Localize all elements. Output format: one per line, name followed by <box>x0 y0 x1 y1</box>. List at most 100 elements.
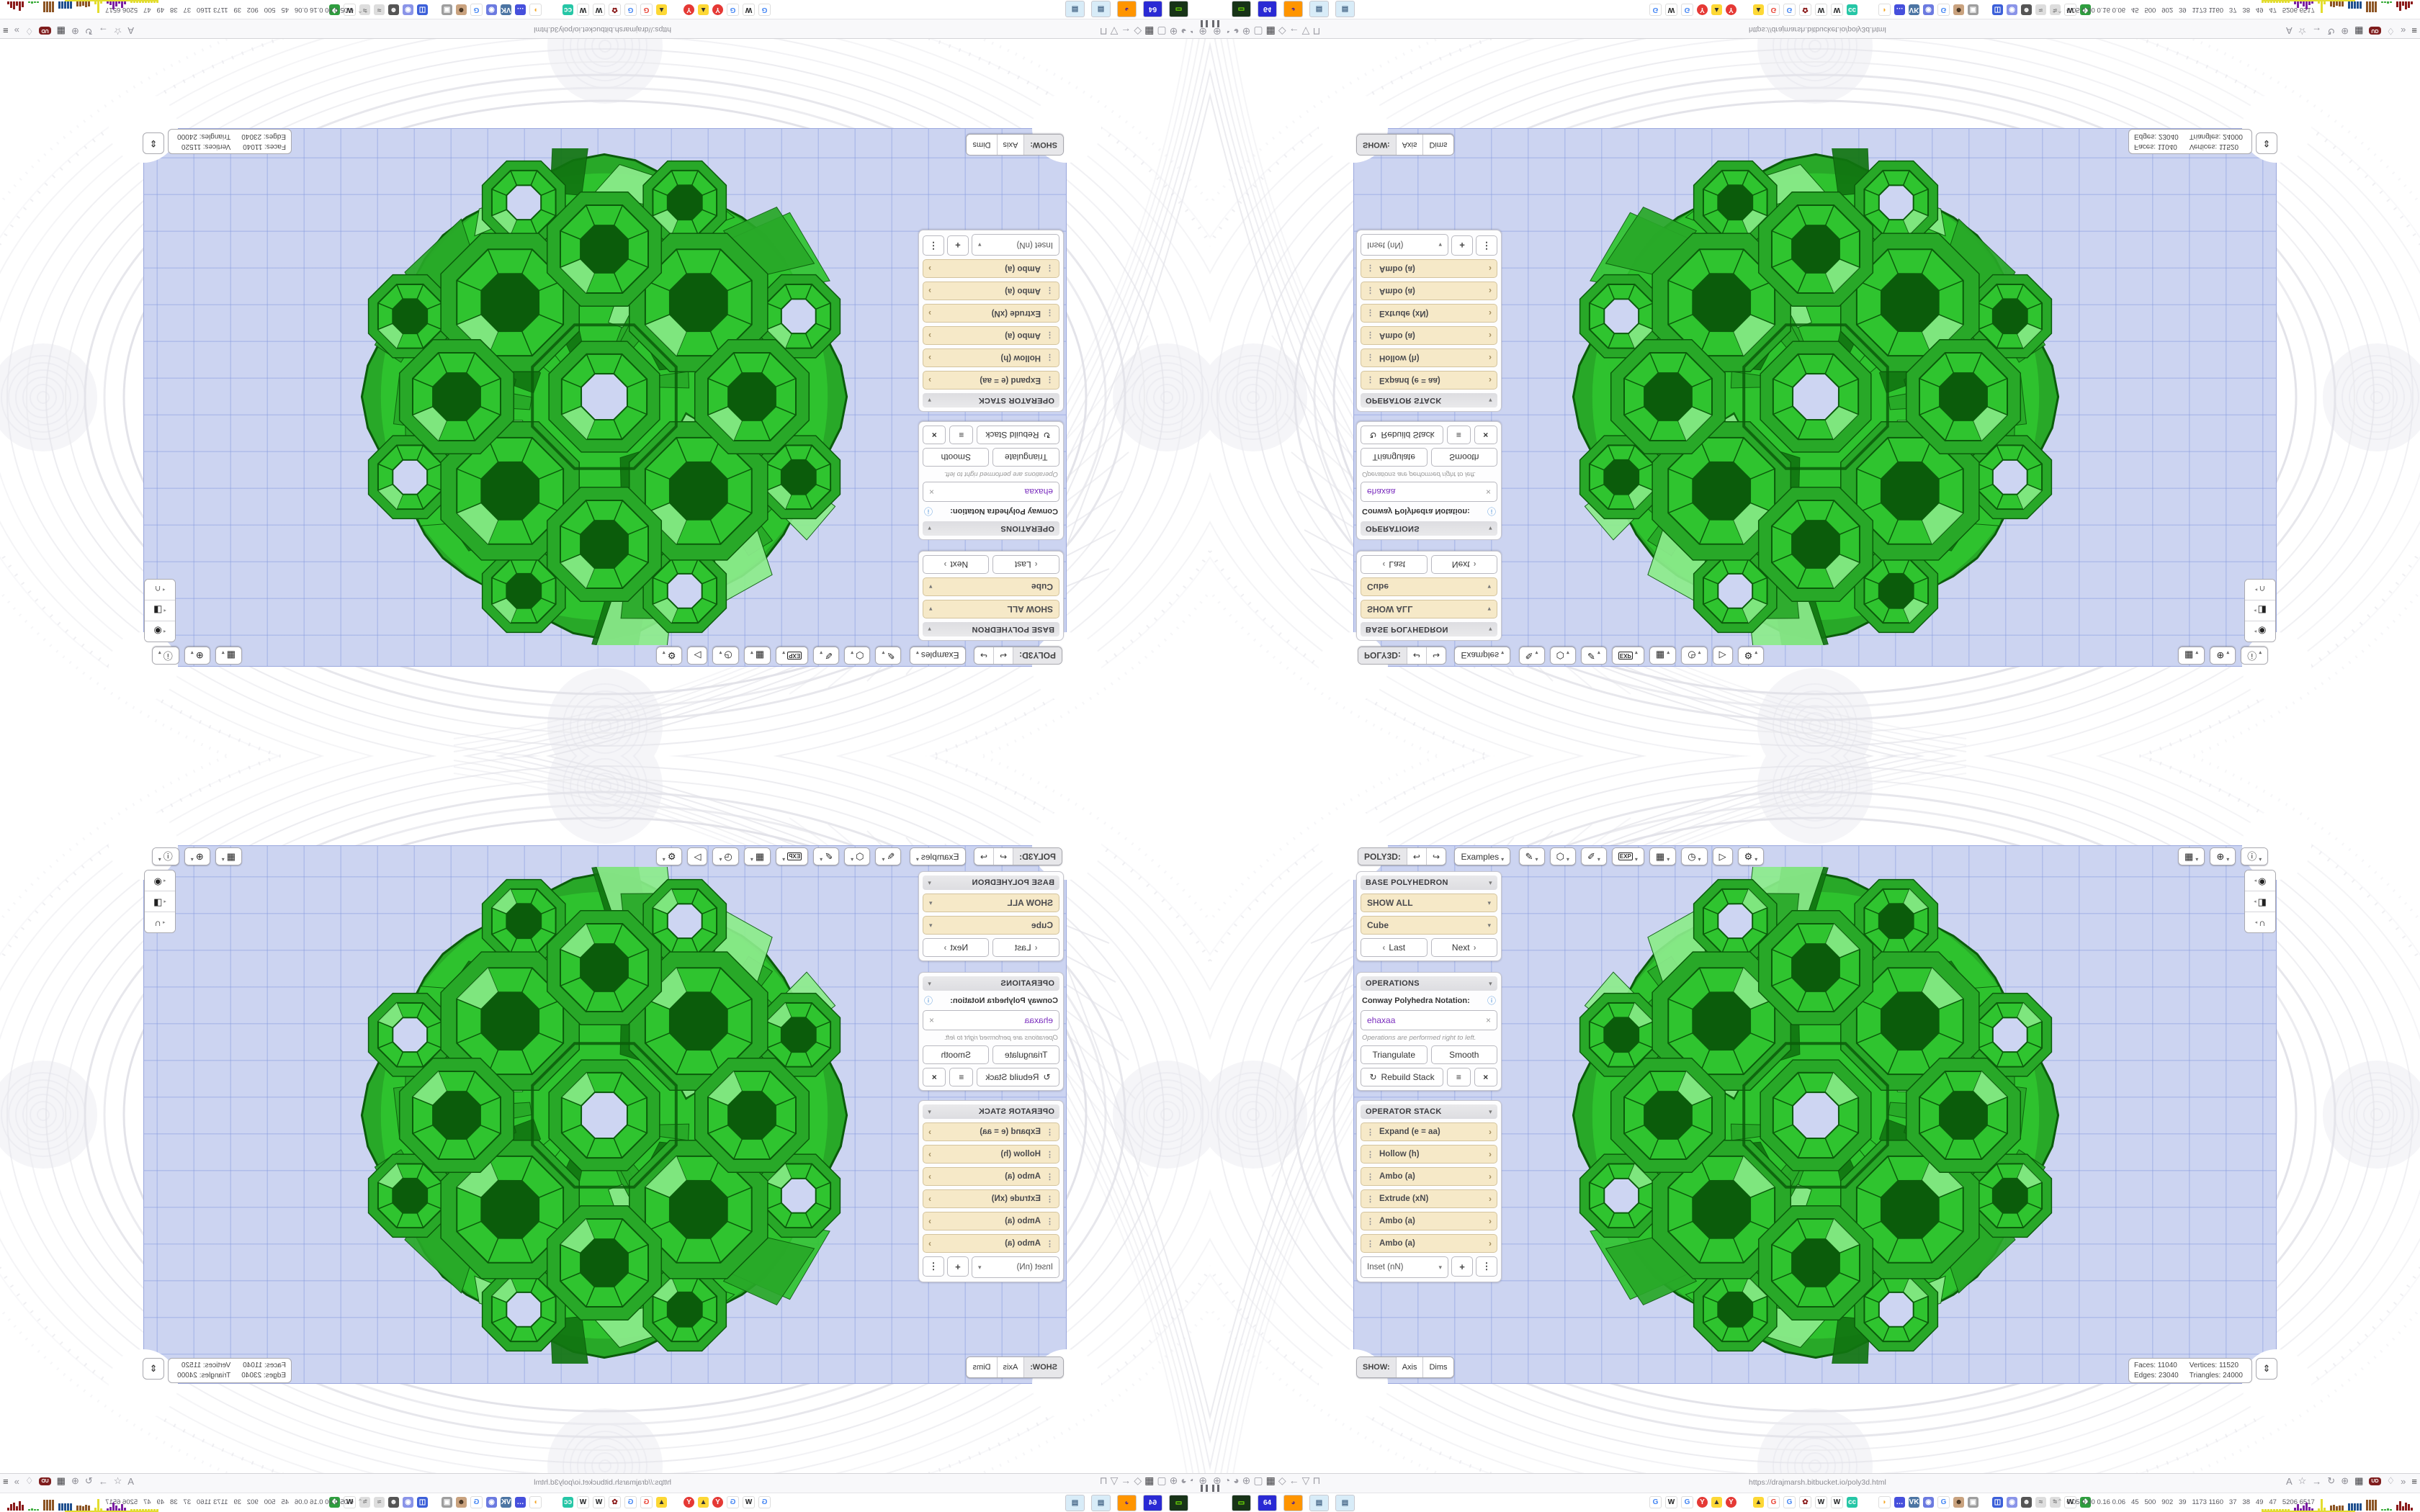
bookmark-favicon[interactable]: Y <box>684 4 694 15</box>
more-chevrons-icon[interactable]: » <box>2401 25 2406 37</box>
bookmark-favicon[interactable]: ≈ <box>2050 1497 2061 1508</box>
show-all-select[interactable]: SHOW ALL ▾ <box>923 600 1059 618</box>
visibility-eye-button[interactable]: ◂ ◉ <box>145 621 175 642</box>
bookmark-favicon[interactable]: ▲ <box>656 4 667 15</box>
bookmark-favicon[interactable]: ◉ <box>2007 1497 2017 1508</box>
notepad-app-icon[interactable]: ▤ <box>1091 1495 1111 1511</box>
globe-icon[interactable]: ⊕ <box>1242 1475 1251 1486</box>
notepad-app-icon[interactable]: ▤ <box>1091 1 1111 17</box>
drive-app-icon[interactable]: ▭ <box>1169 1495 1188 1511</box>
geometry-cube-button[interactable]: ⬡ ▾ <box>844 847 871 865</box>
magnet-snap-button[interactable]: ◂ ∩ <box>145 912 175 932</box>
triangulate-button[interactable]: Triangulate <box>1361 1045 1428 1064</box>
export-button[interactable]: EXP ▾ <box>776 847 809 865</box>
bookmark-favicon[interactable]: ◫ <box>417 1497 428 1508</box>
badge-shield-icon[interactable]: ◇ <box>1278 26 1286 37</box>
bookmark-star-icon[interactable]: ☆ <box>113 1475 122 1486</box>
bookmark-favicon[interactable]: VK <box>1909 4 1919 15</box>
bookmark-favicon[interactable]: ▲ <box>1711 1497 1722 1508</box>
base-shape-select[interactable]: Cube ▾ <box>923 916 1059 935</box>
drag-handle-icon[interactable]: ⋮ <box>1046 1128 1054 1137</box>
show-all-select[interactable]: SHOW ALL ▾ <box>1361 894 1497 912</box>
info-icon[interactable]: ⓘ <box>924 506 933 516</box>
folder-icon[interactable]: ▢ <box>1253 1475 1263 1486</box>
drag-handle-icon[interactable]: ⋮ <box>1366 375 1374 384</box>
drag-handle-icon[interactable]: ⋮ <box>1366 264 1374 273</box>
bookmark-favicon[interactable]: W <box>577 1496 589 1508</box>
operator-stack-item[interactable]: ⋮ Ambo (a) › <box>1361 1234 1497 1253</box>
play-button[interactable]: ▷ <box>1712 647 1733 665</box>
drag-handle-icon[interactable]: ⋮ <box>1046 1194 1054 1204</box>
rebuild-stack-button[interactable]: ↻ Rebuild Stack <box>976 1068 1059 1086</box>
globe-icon[interactable]: ⊕ <box>1242 26 1251 37</box>
bookmark-favicon[interactable]: W <box>1831 1496 1843 1508</box>
bookmark-favicon[interactable]: G <box>1649 1496 1662 1508</box>
clear-icon[interactable]: × <box>929 487 935 497</box>
section-header[interactable]: OPERATIONS ▾ <box>1361 521 1497 536</box>
clear-icon[interactable]: × <box>1485 487 1491 497</box>
base-shape-select[interactable]: Cube ▾ <box>1361 577 1497 596</box>
draw-style-button[interactable]: ✎ ▾ <box>1518 847 1545 865</box>
translate-icon[interactable]: A <box>2285 25 2293 37</box>
smooth-button[interactable]: Smooth <box>1430 448 1497 467</box>
triangulate-button[interactable]: Triangulate <box>1361 448 1428 467</box>
clear-stack-button[interactable]: × <box>1474 426 1497 444</box>
settings-gear-button[interactable]: ⚙ ▾ <box>655 847 683 865</box>
operator-stack-item[interactable]: ⋮ Extrude (xN) › <box>923 304 1059 323</box>
undo-button[interactable]: ↩ <box>994 848 1014 865</box>
reload-icon[interactable]: ↻ <box>84 1475 93 1486</box>
trash-icon[interactable]: ▦ <box>56 26 66 37</box>
rebuild-stack-button[interactable]: ↻ Rebuild Stack <box>1361 426 1444 444</box>
clear-stack-button[interactable]: × <box>1474 1068 1497 1086</box>
bookmark-favicon[interactable]: W <box>577 4 589 16</box>
operator-more-button[interactable]: ⋮ <box>1476 235 1497 256</box>
geometry-cube-button[interactable]: ⬡ ▾ <box>844 647 871 665</box>
bookmark-favicon[interactable]: W <box>593 1496 605 1508</box>
globe-icon[interactable]: ⊕ <box>2341 26 2349 37</box>
firefox-app-icon[interactable]: ◕ <box>1283 1495 1303 1511</box>
thumb-icon[interactable]: ♢ <box>24 1475 34 1486</box>
globe-button[interactable]: ⊕ ▾ <box>184 647 210 665</box>
section-header[interactable]: BASE POLYHEDRON ▾ <box>923 622 1059 636</box>
bookmark-favicon[interactable]: W <box>1665 1496 1677 1508</box>
last-button[interactable]: ‹ Last <box>992 555 1059 574</box>
operator-stack-item[interactable]: ⋮ Expand (e = aa) › <box>1361 371 1497 390</box>
gauge-icon[interactable]: ◔ <box>1224 26 1231 37</box>
bookmark-favicon[interactable]: G <box>1681 1496 1693 1508</box>
translate-icon[interactable]: A <box>127 25 135 37</box>
gauge-icon[interactable]: ◔ <box>1189 1475 1196 1486</box>
bookmark-favicon[interactable]: ◉ <box>486 4 497 15</box>
drag-handle-icon[interactable]: ⋮ <box>1366 1128 1374 1137</box>
shield-outline-icon[interactable]: ▽ <box>1110 1475 1119 1486</box>
stack-list-button[interactable]: ≡ <box>949 426 973 444</box>
fullsize-button[interactable]: ⇕ <box>2256 1358 2277 1380</box>
operator-stack-item[interactable]: ⋮ Expand (e = aa) › <box>923 371 1059 390</box>
bookmark-favicon[interactable]: VK <box>1909 1497 1919 1508</box>
globe-button[interactable]: ⊕ ▾ <box>2210 847 2236 865</box>
info-icon[interactable]: ⓘ <box>1487 506 1496 516</box>
drag-handle-icon[interactable]: ⋮ <box>1366 308 1374 318</box>
bookmark-favicon[interactable]: W <box>593 4 605 16</box>
undo-button[interactable]: ↩ <box>994 647 1014 664</box>
operator-stack-item[interactable]: ⋮ Ambo (a) › <box>923 259 1059 278</box>
operator-more-button[interactable]: ⋮ <box>1476 1256 1497 1277</box>
add-operator-button[interactable]: + <box>1451 1256 1473 1277</box>
bookmark-favicon[interactable]: G <box>727 1496 739 1508</box>
draw-style-button[interactable]: ✎ ▾ <box>875 647 902 665</box>
bookmark-favicon[interactable]: W <box>1831 4 1843 16</box>
gauge-icon[interactable]: ◔ <box>1224 1475 1231 1486</box>
shield-outline-icon[interactable]: ▽ <box>1301 1475 1310 1486</box>
next-button[interactable]: Next › <box>923 555 990 574</box>
globe-icon[interactable]: ⊕ <box>2341 1475 2349 1486</box>
bookmark-favicon[interactable]: cc <box>1847 4 1857 15</box>
bookmark-favicon[interactable]: ◉ <box>486 1497 497 1508</box>
globe-icon[interactable]: ⊕ <box>1169 26 1178 37</box>
history-clock-button[interactable]: ◷ ▾ <box>712 647 739 665</box>
bookmark-favicon[interactable]: G <box>758 4 771 16</box>
undo-button[interactable]: ↩ <box>1406 647 1426 664</box>
visibility-eye-button[interactable]: ◂ ◉ <box>2245 870 2275 891</box>
axis-toggle-button[interactable]: Axis <box>997 135 1025 155</box>
bookmark-star-icon[interactable]: ☆ <box>2298 1475 2307 1486</box>
section-header[interactable]: OPERATOR STACK ▾ <box>1361 1104 1497 1119</box>
operator-stack-item[interactable]: ⋮ Ambo (a) › <box>923 1167 1059 1186</box>
